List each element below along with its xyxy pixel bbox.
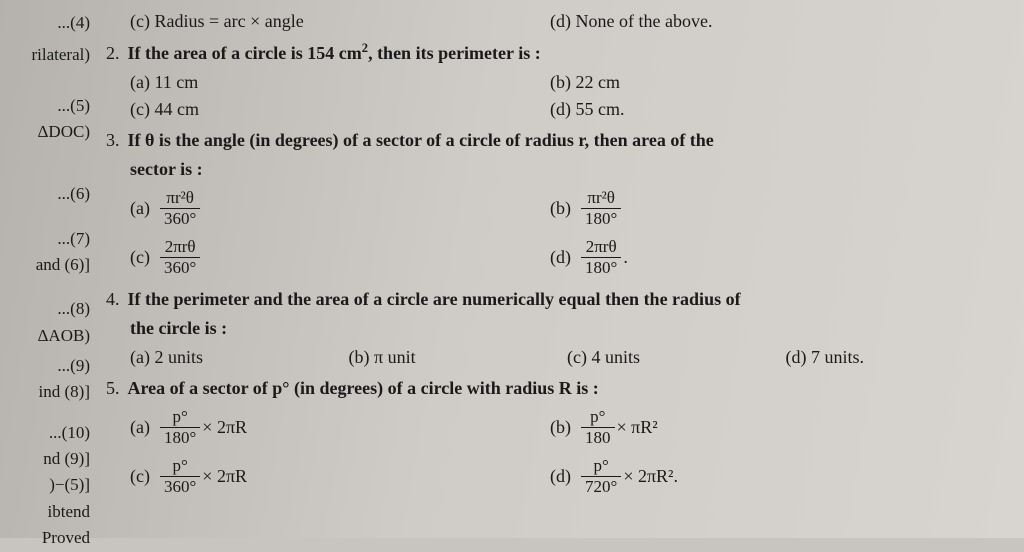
option-d-suffix: × 2πR². xyxy=(623,463,678,490)
option-c-label: (c) xyxy=(130,244,150,271)
q3-options-ab: (a) πr²θ 360° (b) πr²θ 180° xyxy=(130,189,1004,228)
margin-ref: ibtend xyxy=(8,499,100,525)
option-b-label: (b) xyxy=(550,414,571,441)
fraction: p° 360° xyxy=(160,457,200,496)
option-a: (a) 2 units xyxy=(130,344,349,371)
option-a-suffix: × 2πR xyxy=(202,414,247,441)
margin-ref: rilateral) xyxy=(8,42,100,68)
q5-options-ab: (a) p° 180° × 2πR (b) p° 180 × πR² xyxy=(130,408,1004,447)
margin-ref: nd (9)] xyxy=(8,446,100,472)
margin-ref: and (6)] xyxy=(8,252,100,278)
option-a: (a) 11 cm xyxy=(130,69,550,96)
question-text-cont: the circle is : xyxy=(130,315,227,342)
fraction: 2πrθ 180° xyxy=(581,238,621,277)
option-d-label: (d) xyxy=(550,463,571,490)
question-text-cont: sector is : xyxy=(130,156,203,183)
q3-options-cd: (c) 2πrθ 360° (d) 2πrθ 180° . xyxy=(130,238,1004,277)
q1-options-cd: (c) Radius = arc × angle (d) None of the… xyxy=(130,8,1004,35)
page: ...(4) rilateral) ...(5) ΔDOC) ...(6) ..… xyxy=(0,0,1024,538)
option-b: (b) 22 cm xyxy=(550,69,1004,96)
question-text: Area of a sector of p° (in degrees) of a… xyxy=(128,375,599,402)
fraction: 2πrθ 360° xyxy=(160,238,200,277)
content-area: (c) Radius = arc × angle (d) None of the… xyxy=(100,8,1004,530)
option-d: (d) 7 units. xyxy=(786,344,1005,371)
margin-ref: ind (8)] xyxy=(8,379,100,405)
margin-ref: ...(9) xyxy=(8,353,100,379)
question-number: 4. xyxy=(106,286,120,313)
q2-options-cd: (c) 44 cm (d) 55 cm. xyxy=(130,96,1004,123)
option-a-label: (a) xyxy=(130,414,150,441)
fraction: πr²θ 180° xyxy=(581,189,621,228)
fraction: πr²θ 360° xyxy=(160,189,200,228)
option-b-label: (b) xyxy=(550,195,571,222)
option-d-label: (d) xyxy=(550,244,571,271)
q5: 5. Area of a sector of p° (in degrees) o… xyxy=(100,375,1004,402)
option-c-suffix: × 2πR xyxy=(202,463,247,490)
option-c: (c) Radius = arc × angle xyxy=(130,8,550,35)
margin-ref: ΔAOB) xyxy=(8,323,100,349)
question-number: 2. xyxy=(106,40,120,67)
option-d: (d) None of the above. xyxy=(550,8,1004,35)
margin-ref: ...(8) xyxy=(8,296,100,322)
margin-ref: ΔDOC) xyxy=(8,119,100,145)
fraction: p° 180° xyxy=(160,408,200,447)
fraction: p° 180 xyxy=(581,408,615,447)
question-text: If θ is the angle (in degrees) of a sect… xyxy=(128,127,714,154)
margin-ref: ...(4) xyxy=(8,10,100,36)
question-number: 3. xyxy=(106,127,120,154)
margin-ref: ...(6) xyxy=(8,181,100,207)
margin-ref: ...(5) xyxy=(8,93,100,119)
option-b-suffix: × πR² xyxy=(617,414,658,441)
option-c-label: (c) xyxy=(130,463,150,490)
margin-ref: Proved xyxy=(8,525,100,551)
fraction: p° 720° xyxy=(581,457,621,496)
question-text: If the perimeter and the area of a circl… xyxy=(128,286,741,313)
q4: 4. If the perimeter and the area of a ci… xyxy=(100,286,1004,313)
option-c: (c) 4 units xyxy=(567,344,786,371)
option-a-label: (a) xyxy=(130,195,150,222)
option-c: (c) 44 cm xyxy=(130,96,550,123)
margin-ref: ...(10) xyxy=(8,420,100,446)
q2-options-ab: (a) 11 cm (b) 22 cm xyxy=(130,69,1004,96)
q2: 2. If the area of a circle is 154 cm2, t… xyxy=(100,39,1004,67)
q5-options-cd: (c) p° 360° × 2πR (d) p° 720° × 2πR². xyxy=(130,457,1004,496)
question-number: 5. xyxy=(106,375,120,402)
option-d: (d) 55 cm. xyxy=(550,96,1004,123)
option-b: (b) π unit xyxy=(349,344,568,371)
margin-ref: )−(5)] xyxy=(8,472,100,498)
q4-options: (a) 2 units (b) π unit (c) 4 units (d) 7… xyxy=(130,344,1004,371)
question-text: If the area of a circle is 154 cm2, then… xyxy=(128,39,541,67)
margin-ref: ...(7) xyxy=(8,226,100,252)
left-margin: ...(4) rilateral) ...(5) ΔDOC) ...(6) ..… xyxy=(8,8,100,530)
q3: 3. If θ is the angle (in degrees) of a s… xyxy=(100,127,1004,154)
